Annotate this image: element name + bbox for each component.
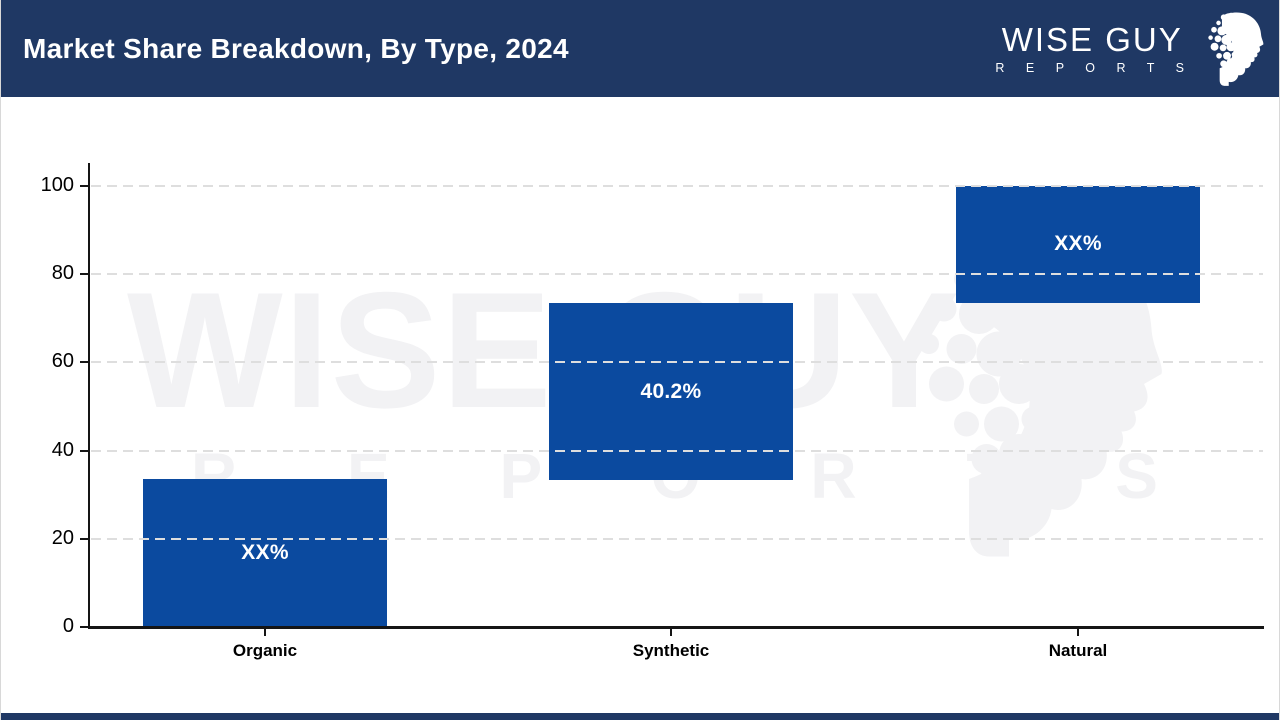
bar-synthetic: 40.2% xyxy=(549,302,793,481)
gridline-100 xyxy=(91,185,1263,187)
y-tick-label: 20 xyxy=(51,526,74,549)
y-axis-line xyxy=(88,163,90,629)
wiseguy-logo: WISE GUY R E P O R T S xyxy=(991,10,1265,88)
watermark-wordmark: WISE GUY xyxy=(127,258,961,442)
footer-bar xyxy=(1,713,1279,720)
y-tick-0 xyxy=(80,626,88,628)
gridline-80 xyxy=(91,273,1263,276)
page-title: Market Share Breakdown, By Type, 2024 xyxy=(23,32,569,64)
y-tick-80 xyxy=(80,273,88,276)
y-tick-40 xyxy=(80,449,88,452)
logo-text: WISE GUY R E P O R T S xyxy=(991,23,1193,75)
bar-natural: XX% xyxy=(956,186,1200,303)
bar-organic: XX% xyxy=(143,479,387,627)
x-tick-natural xyxy=(1077,629,1079,636)
y-tick-label: 40 xyxy=(51,438,74,461)
x-category-label: Natural xyxy=(1048,641,1108,660)
bar-value-label: 40.2% xyxy=(640,379,702,403)
logo-wordmark: WISE GUY xyxy=(1001,20,1183,58)
x-category-label: Synthetic xyxy=(632,641,710,660)
y-tick-20 xyxy=(80,537,88,540)
x-category-label: Organic xyxy=(232,641,298,660)
gridline-40 xyxy=(91,449,1263,452)
x-tick-synthetic xyxy=(670,629,672,636)
logo-subtitle: R E P O R T S xyxy=(995,60,1193,75)
y-tick-label: 60 xyxy=(51,350,74,373)
y-tick-100 xyxy=(80,185,88,187)
y-tick-label: 80 xyxy=(51,262,74,285)
y-tick-label: 100 xyxy=(40,174,74,196)
gridline-20 xyxy=(91,537,1263,540)
bar-value-label: XX% xyxy=(241,541,289,565)
x-tick-organic xyxy=(264,629,266,636)
x-axis-line xyxy=(88,626,1264,629)
y-tick-60 xyxy=(80,361,88,364)
y-tick-label: 0 xyxy=(62,615,74,637)
gridline-60 xyxy=(91,361,1263,364)
header-bar: Market Share Breakdown, By Type, 2024 WI… xyxy=(1,0,1279,97)
bar-value-label: XX% xyxy=(1054,232,1102,256)
wiseguy-head-icon xyxy=(1208,12,1264,86)
